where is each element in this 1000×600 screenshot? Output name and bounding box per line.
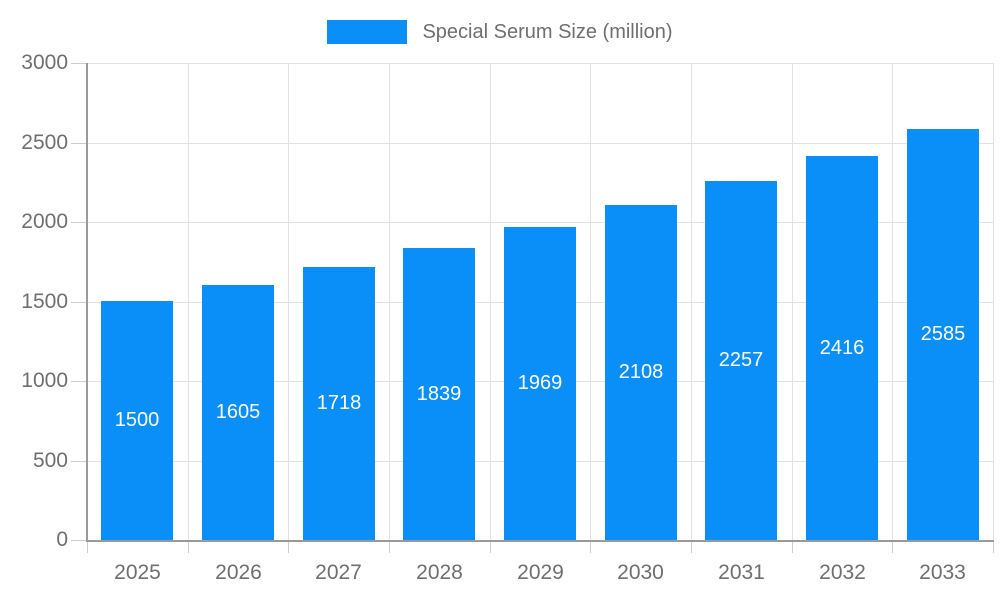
bar-value-label: 2257 [718,349,764,371]
bar[interactable]: 1839 [403,248,475,540]
legend-label: Special Serum Size (million) [422,21,673,43]
bar-value-label: 2108 [618,361,664,383]
y-tick-label: 0 [56,528,68,551]
gridline-vertical [590,63,591,540]
y-tick-label: 3000 [21,51,68,74]
x-tick-label: 2028 [416,561,463,584]
y-axis-tick [71,302,87,303]
bar-value-label: 1839 [416,382,462,405]
x-axis-tick [389,542,390,553]
y-axis-tick [71,143,87,144]
x-tick-label: 2030 [617,561,664,584]
gridline-horizontal [87,222,993,223]
bar[interactable]: 1500 [101,301,173,540]
x-axis-tick [590,542,591,553]
bar-value-label: 1969 [517,372,563,394]
bar[interactable]: 1718 [303,267,375,540]
gridline-vertical [691,63,692,540]
x-axis-tick [792,542,793,553]
bar-value-label: 2416 [819,336,865,359]
y-tick-label: 2500 [21,131,68,154]
gridline-vertical [288,63,289,540]
x-axis-tick [188,542,189,553]
gridline-horizontal [87,63,993,64]
x-tick-label: 2025 [114,561,161,584]
x-tick-label: 2026 [215,561,262,584]
x-axis-tick [691,542,692,553]
y-tick-label: 500 [32,449,68,472]
y-axis-tick [71,222,87,223]
bar[interactable]: 1605 [202,285,274,540]
gridline-vertical [792,63,793,540]
x-tick-label: 2029 [517,561,564,584]
x-axis-tick [288,542,289,553]
x-tick-label: 2027 [315,561,362,584]
y-axis-tick [71,540,87,541]
x-tick-label: 2031 [718,561,765,584]
bar[interactable]: 2416 [806,156,878,540]
chart-legend[interactable]: Special Serum Size (million) [0,18,1000,46]
gridline-horizontal [87,143,993,144]
bar[interactable]: 2108 [605,205,677,540]
gridline-vertical [188,63,189,540]
x-tick-label: 2032 [819,561,866,584]
y-axis-tick [71,461,87,462]
y-tick-label: 2000 [21,210,68,233]
legend-swatch-icon [327,20,408,44]
y-tick-label: 1000 [21,369,68,392]
y-axis-line [86,63,88,540]
x-axis-line [86,540,994,542]
gridline-vertical [993,63,994,540]
gridline-vertical [389,63,390,540]
bar-value-label: 1718 [316,392,362,414]
bar-value-label: 1605 [215,401,261,423]
y-tick-label: 1500 [21,290,68,313]
gridline-vertical [892,63,893,540]
x-tick-label: 2033 [919,561,966,584]
y-axis-tick [71,63,87,64]
bar[interactable]: 1969 [504,227,576,540]
bar-value-label: 1500 [114,409,160,431]
x-axis-tick [87,542,88,553]
x-axis-tick [892,542,893,553]
bar-value-label: 2585 [920,323,966,345]
x-axis-tick [993,542,994,553]
bar[interactable]: 2585 [907,129,979,540]
bar[interactable]: 2257 [705,181,777,540]
x-axis-tick [490,542,491,553]
gridline-vertical [490,63,491,540]
y-axis-tick [71,381,87,382]
